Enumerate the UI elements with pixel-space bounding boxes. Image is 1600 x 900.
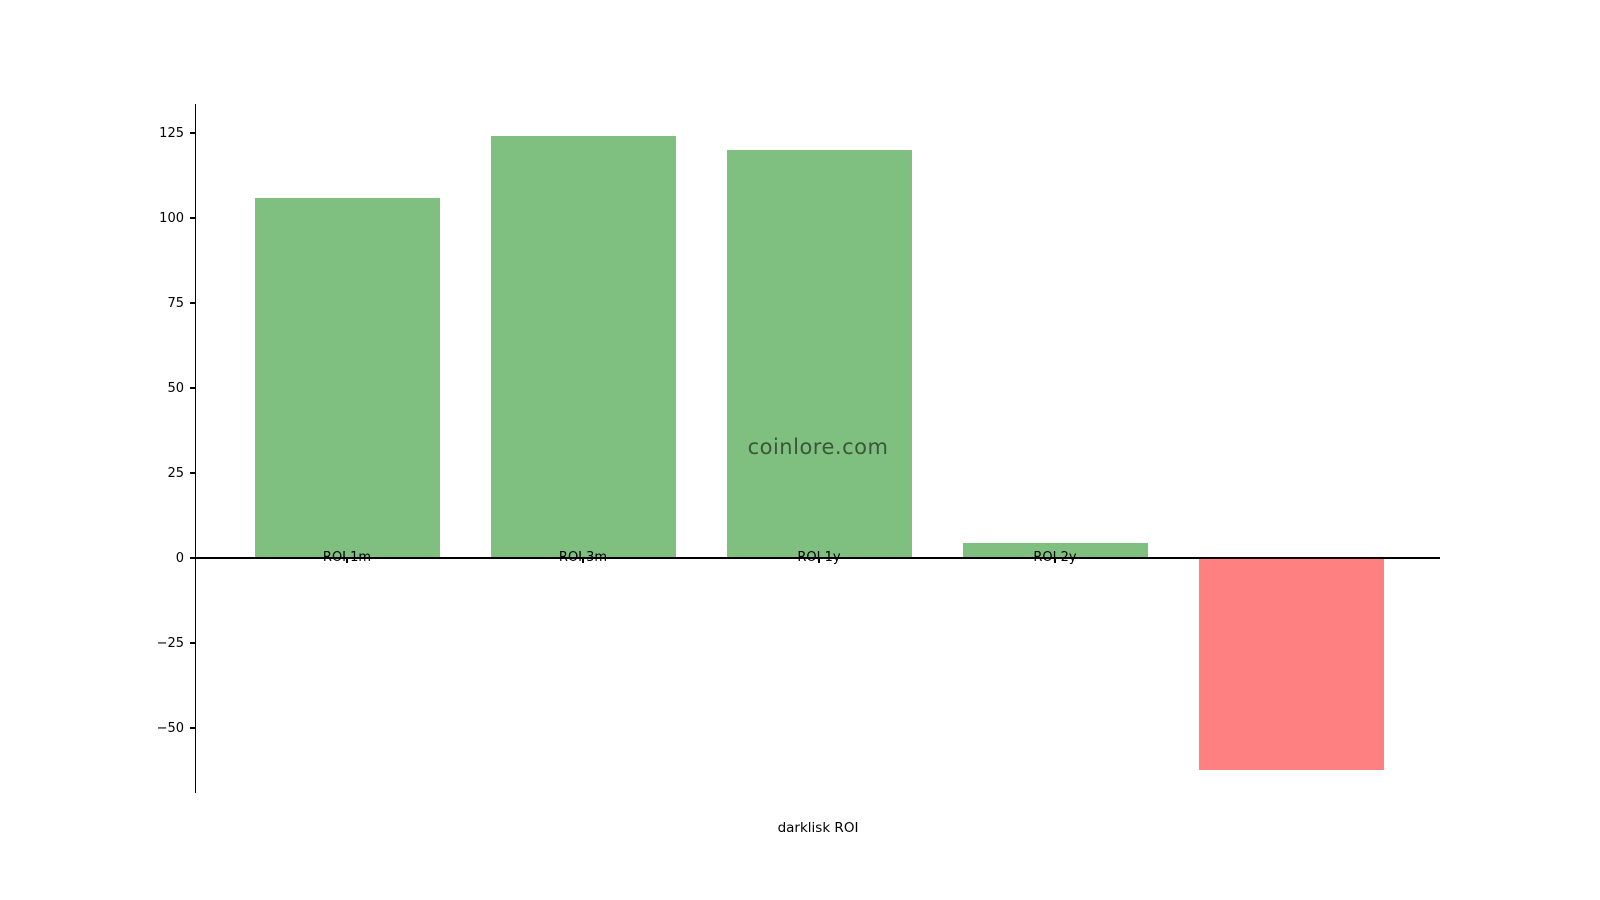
x-tick-mark bbox=[346, 558, 348, 564]
y-axis-line bbox=[194, 104, 196, 793]
y-tick-mark bbox=[189, 132, 195, 134]
y-tick-mark bbox=[189, 217, 195, 219]
y-tick-mark bbox=[189, 557, 195, 559]
y-tick-mark bbox=[189, 302, 195, 304]
y-tick-label-50: 50 bbox=[167, 380, 184, 396]
watermark: coinlore.com bbox=[747, 435, 889, 459]
y-tick-label-−50: −50 bbox=[156, 720, 184, 736]
y-tick-mark bbox=[189, 472, 195, 474]
x-tick-label-roi-3m: ROI 3m bbox=[558, 549, 608, 565]
bar-roi-3m bbox=[490, 136, 676, 558]
y-tick-mark bbox=[189, 727, 195, 729]
x-tick-label-roi-1m: ROI 1m bbox=[322, 549, 372, 565]
y-tick-mark bbox=[189, 387, 195, 389]
x-tick-label-roi-2y: ROI 2y bbox=[1033, 549, 1077, 565]
bar-roi-2y bbox=[962, 542, 1148, 558]
y-tick-mark bbox=[189, 642, 195, 644]
y-tick-label-100: 100 bbox=[159, 210, 184, 226]
x-tick-label-roi-1y: ROI 1y bbox=[797, 549, 841, 565]
y-tick-label-−25: −25 bbox=[156, 635, 184, 651]
y-tick-label-75: 75 bbox=[167, 295, 184, 311]
x-tick-mark bbox=[582, 558, 584, 564]
y-tick-label-125: 125 bbox=[159, 125, 184, 141]
x-tick-mark bbox=[1054, 558, 1056, 564]
x-tick-mark bbox=[818, 558, 820, 564]
y-tick-label-0: 0 bbox=[175, 550, 184, 566]
x-axis-line bbox=[196, 557, 1440, 559]
bar-negative-5 bbox=[1198, 558, 1384, 770]
bar-roi-1y bbox=[726, 150, 912, 558]
y-tick-label-25: 25 bbox=[167, 465, 184, 481]
bar-roi-1m bbox=[254, 197, 440, 558]
x-axis-title: darklisk ROI bbox=[777, 820, 859, 836]
